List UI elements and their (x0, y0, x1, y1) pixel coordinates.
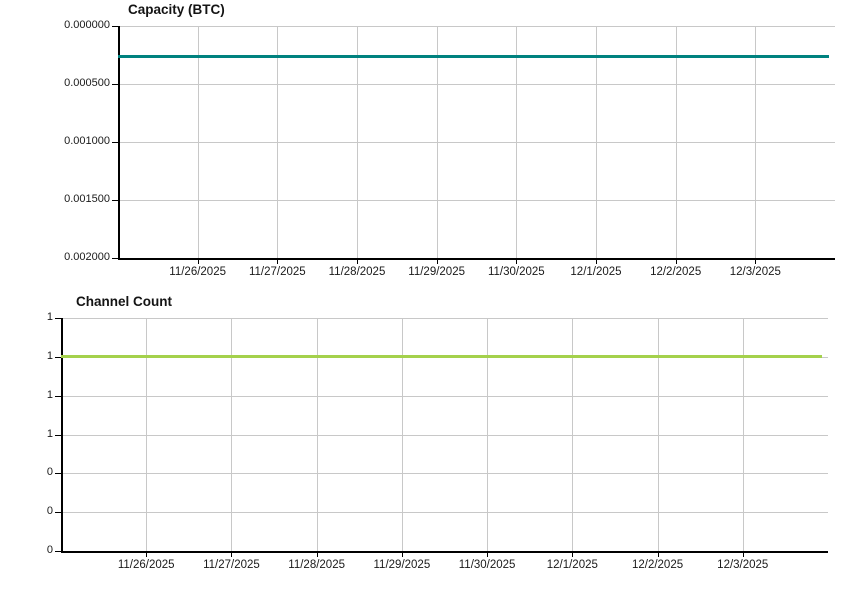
gridline-vertical (277, 26, 279, 258)
gridline-horizontal (61, 434, 828, 436)
gridline-horizontal (118, 200, 835, 201)
tick-mark-y (55, 356, 61, 358)
axis-label-x: 11/29/2025 (373, 559, 431, 571)
axis-label-y: 0.001000 (64, 135, 110, 147)
tick-mark-y (55, 434, 61, 436)
tick-mark-y (112, 26, 118, 27)
gridline-vertical (487, 318, 489, 551)
axis-line-x (118, 258, 835, 260)
axis-label-x: 12/1/2025 (546, 559, 598, 571)
gridline-horizontal (61, 395, 828, 397)
chart-panel-capacity: Capacity (BTC) 0.000000 0.000500 0.001000 0… (0, 0, 860, 290)
gridline-vertical (197, 26, 199, 258)
tick-mark-x (755, 258, 757, 264)
tick-mark-y (55, 551, 61, 552)
tick-mark-x (436, 258, 438, 264)
tick-mark-y (55, 512, 61, 514)
axis-label-x: 12/1/2025 (570, 266, 622, 278)
gridline-vertical (675, 26, 677, 258)
tick-mark-x (742, 551, 744, 557)
chart-panel-channel-count: Channel Count 1 1 1 1 0 0 0 11/26/2025 11/27/202… (0, 290, 860, 600)
gridline-vertical (657, 318, 659, 551)
gridline-horizontal (118, 142, 835, 143)
axis-label-y: 1 (46, 427, 53, 440)
tick-mark-x (657, 551, 659, 557)
axis-label-y: 1 (46, 311, 53, 323)
gridline-horizontal (118, 84, 835, 85)
gridline-horizontal (61, 512, 828, 514)
axis-label-y: 0 (46, 466, 53, 479)
gridline-vertical (436, 26, 438, 258)
axis-label-y: 1 (46, 388, 53, 401)
tick-mark-x (357, 258, 358, 264)
axis-label-x: 12/3/2025 (729, 266, 781, 278)
axis-label-x: 12/3/2025 (717, 559, 769, 571)
axis-label-x: 11/27/2025 (248, 266, 306, 278)
tick-mark-y (112, 84, 118, 85)
gridline-vertical (357, 26, 358, 258)
gridline-vertical (572, 318, 574, 551)
tick-mark-x (675, 258, 677, 264)
axis-label-x: 11/30/2025 (458, 559, 516, 571)
tick-mark-x (197, 258, 199, 264)
axis-label-y: 0 (46, 505, 53, 518)
gridline-horizontal (61, 318, 828, 319)
gridline-vertical (231, 318, 233, 551)
gridline-vertical (755, 26, 757, 258)
chart-title-capacity: Capacity (BTC) (128, 2, 225, 17)
axis-label-y: 0.000500 (64, 77, 110, 89)
chart-title-channel-count: Channel Count (76, 294, 172, 309)
gridline-vertical (401, 318, 403, 551)
axis-line-x (61, 551, 828, 553)
tick-mark-x (401, 551, 403, 557)
gridline-horizontal (61, 473, 828, 475)
gridline-vertical (596, 26, 597, 258)
gridline-horizontal (118, 26, 835, 27)
axis-label-y: 0 (46, 544, 53, 556)
tick-mark-y (55, 318, 61, 319)
tick-mark-y (112, 142, 118, 143)
tick-mark-x (516, 258, 518, 264)
tick-mark-y (112, 200, 118, 201)
tick-mark-y (55, 473, 61, 475)
tick-mark-x (572, 551, 574, 557)
tick-mark-x (596, 258, 597, 264)
axis-label-y: 1 (46, 349, 53, 362)
plot-area-capacity: 0.000000 0.000500 0.001000 0.001500 0.002000… (0, 0, 860, 290)
axis-line-y (61, 318, 63, 552)
gridline-vertical (742, 318, 744, 551)
gridline-vertical (146, 318, 148, 551)
tick-mark-x (487, 551, 489, 557)
gridline-vertical (516, 26, 518, 258)
axis-line-y (118, 26, 120, 259)
tick-mark-y (55, 395, 61, 397)
axis-label-x: 11/30/2025 (487, 266, 545, 278)
axis-label-x: 11/26/2025 (169, 266, 226, 278)
axis-label-x: 11/28/2025 (288, 559, 345, 571)
tick-mark-x (277, 258, 279, 264)
axis-label-x: 12/2/2025 (631, 559, 684, 571)
plot-area-channel-count: 1 1 1 1 0 0 0 11/26/2025 11/27/2025 11/28/2025 11/… (0, 290, 860, 600)
tick-mark-x (146, 551, 148, 557)
axis-label-x: 11/28/2025 (328, 266, 386, 278)
data-series-line (118, 54, 829, 58)
axis-label-x: 11/26/2025 (117, 559, 175, 571)
tick-mark-x (231, 551, 233, 557)
axis-label-y: 0.001500 (64, 193, 110, 205)
axis-label-x: 11/27/2025 (203, 559, 260, 571)
axis-label-y: 0.002000 (64, 251, 110, 263)
axis-label-x: 11/29/2025 (408, 266, 465, 278)
data-series-line (61, 355, 822, 359)
tick-mark-y (112, 258, 118, 259)
gridline-vertical (316, 318, 318, 551)
axis-label-y: 0.000000 (64, 19, 110, 31)
axis-label-x: 12/2/2025 (650, 266, 702, 278)
tick-mark-x (316, 551, 318, 557)
